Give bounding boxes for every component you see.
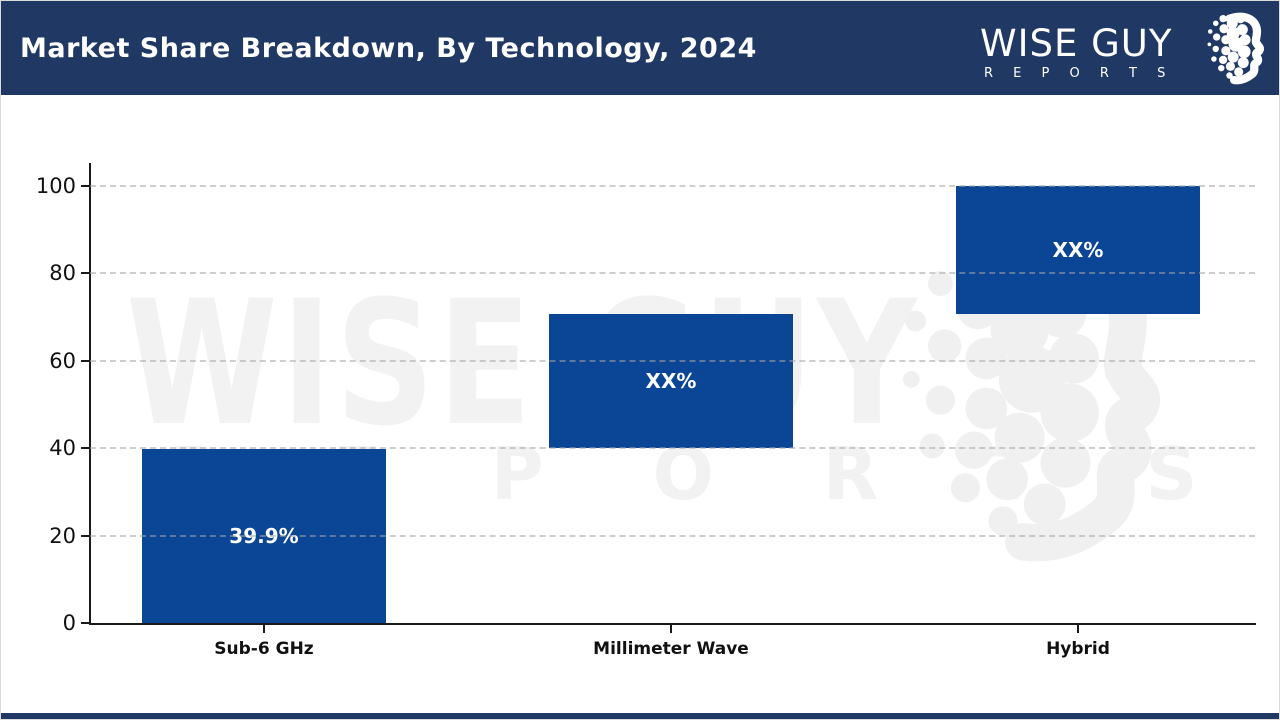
bar-millimeter-wave: XX% — [549, 313, 793, 449]
gridline — [90, 185, 1255, 187]
y-tick-label: 40 — [49, 436, 76, 461]
bar-hybrid: XX% — [956, 186, 1200, 314]
x-axis-line — [89, 623, 1256, 625]
y-tick-label: 80 — [49, 261, 76, 286]
y-tick-label: 0 — [62, 611, 76, 635]
bar-value-label: XX% — [645, 368, 697, 393]
y-axis-tick — [81, 622, 90, 624]
y-axis-tick — [81, 534, 90, 537]
brand-wordmark: WISE GUY — [980, 22, 1173, 65]
y-axis-tick — [81, 447, 90, 450]
y-tick-label: 60 — [49, 348, 76, 373]
y-axis-tick — [81, 359, 90, 362]
category-label: Sub-6 GHz — [214, 639, 314, 659]
category-label: Hybrid — [1046, 639, 1110, 659]
gridline — [90, 359, 1255, 362]
y-tick-label: 20 — [49, 523, 76, 548]
brand-logo: WISE GUY R E P O R T S — [980, 6, 1268, 90]
bar-value-label: XX% — [1052, 237, 1104, 262]
x-axis-tick — [670, 625, 672, 633]
header-bar: Market Share Breakdown, By Technology, 2… — [0, 0, 1280, 95]
y-tick-label: 100 — [35, 174, 76, 198]
x-axis-tick — [263, 625, 265, 633]
x-axis-tick — [1077, 625, 1079, 633]
page-title: Market Share Breakdown, By Technology, 2… — [20, 33, 757, 64]
y-axis-tick — [81, 185, 90, 187]
category-label: Millimeter Wave — [593, 639, 749, 659]
brand-subtext: R E P O R T S — [984, 66, 1174, 81]
dotted-head-logo-icon — [1202, 10, 1268, 86]
gridline — [90, 534, 1255, 537]
y-axis-line — [89, 163, 91, 625]
watermark-wordmark: WISE GUY — [126, 263, 920, 464]
gridline — [90, 272, 1255, 275]
gridline — [90, 447, 1255, 450]
y-axis-tick — [81, 272, 90, 275]
footer-bar — [0, 713, 1280, 720]
